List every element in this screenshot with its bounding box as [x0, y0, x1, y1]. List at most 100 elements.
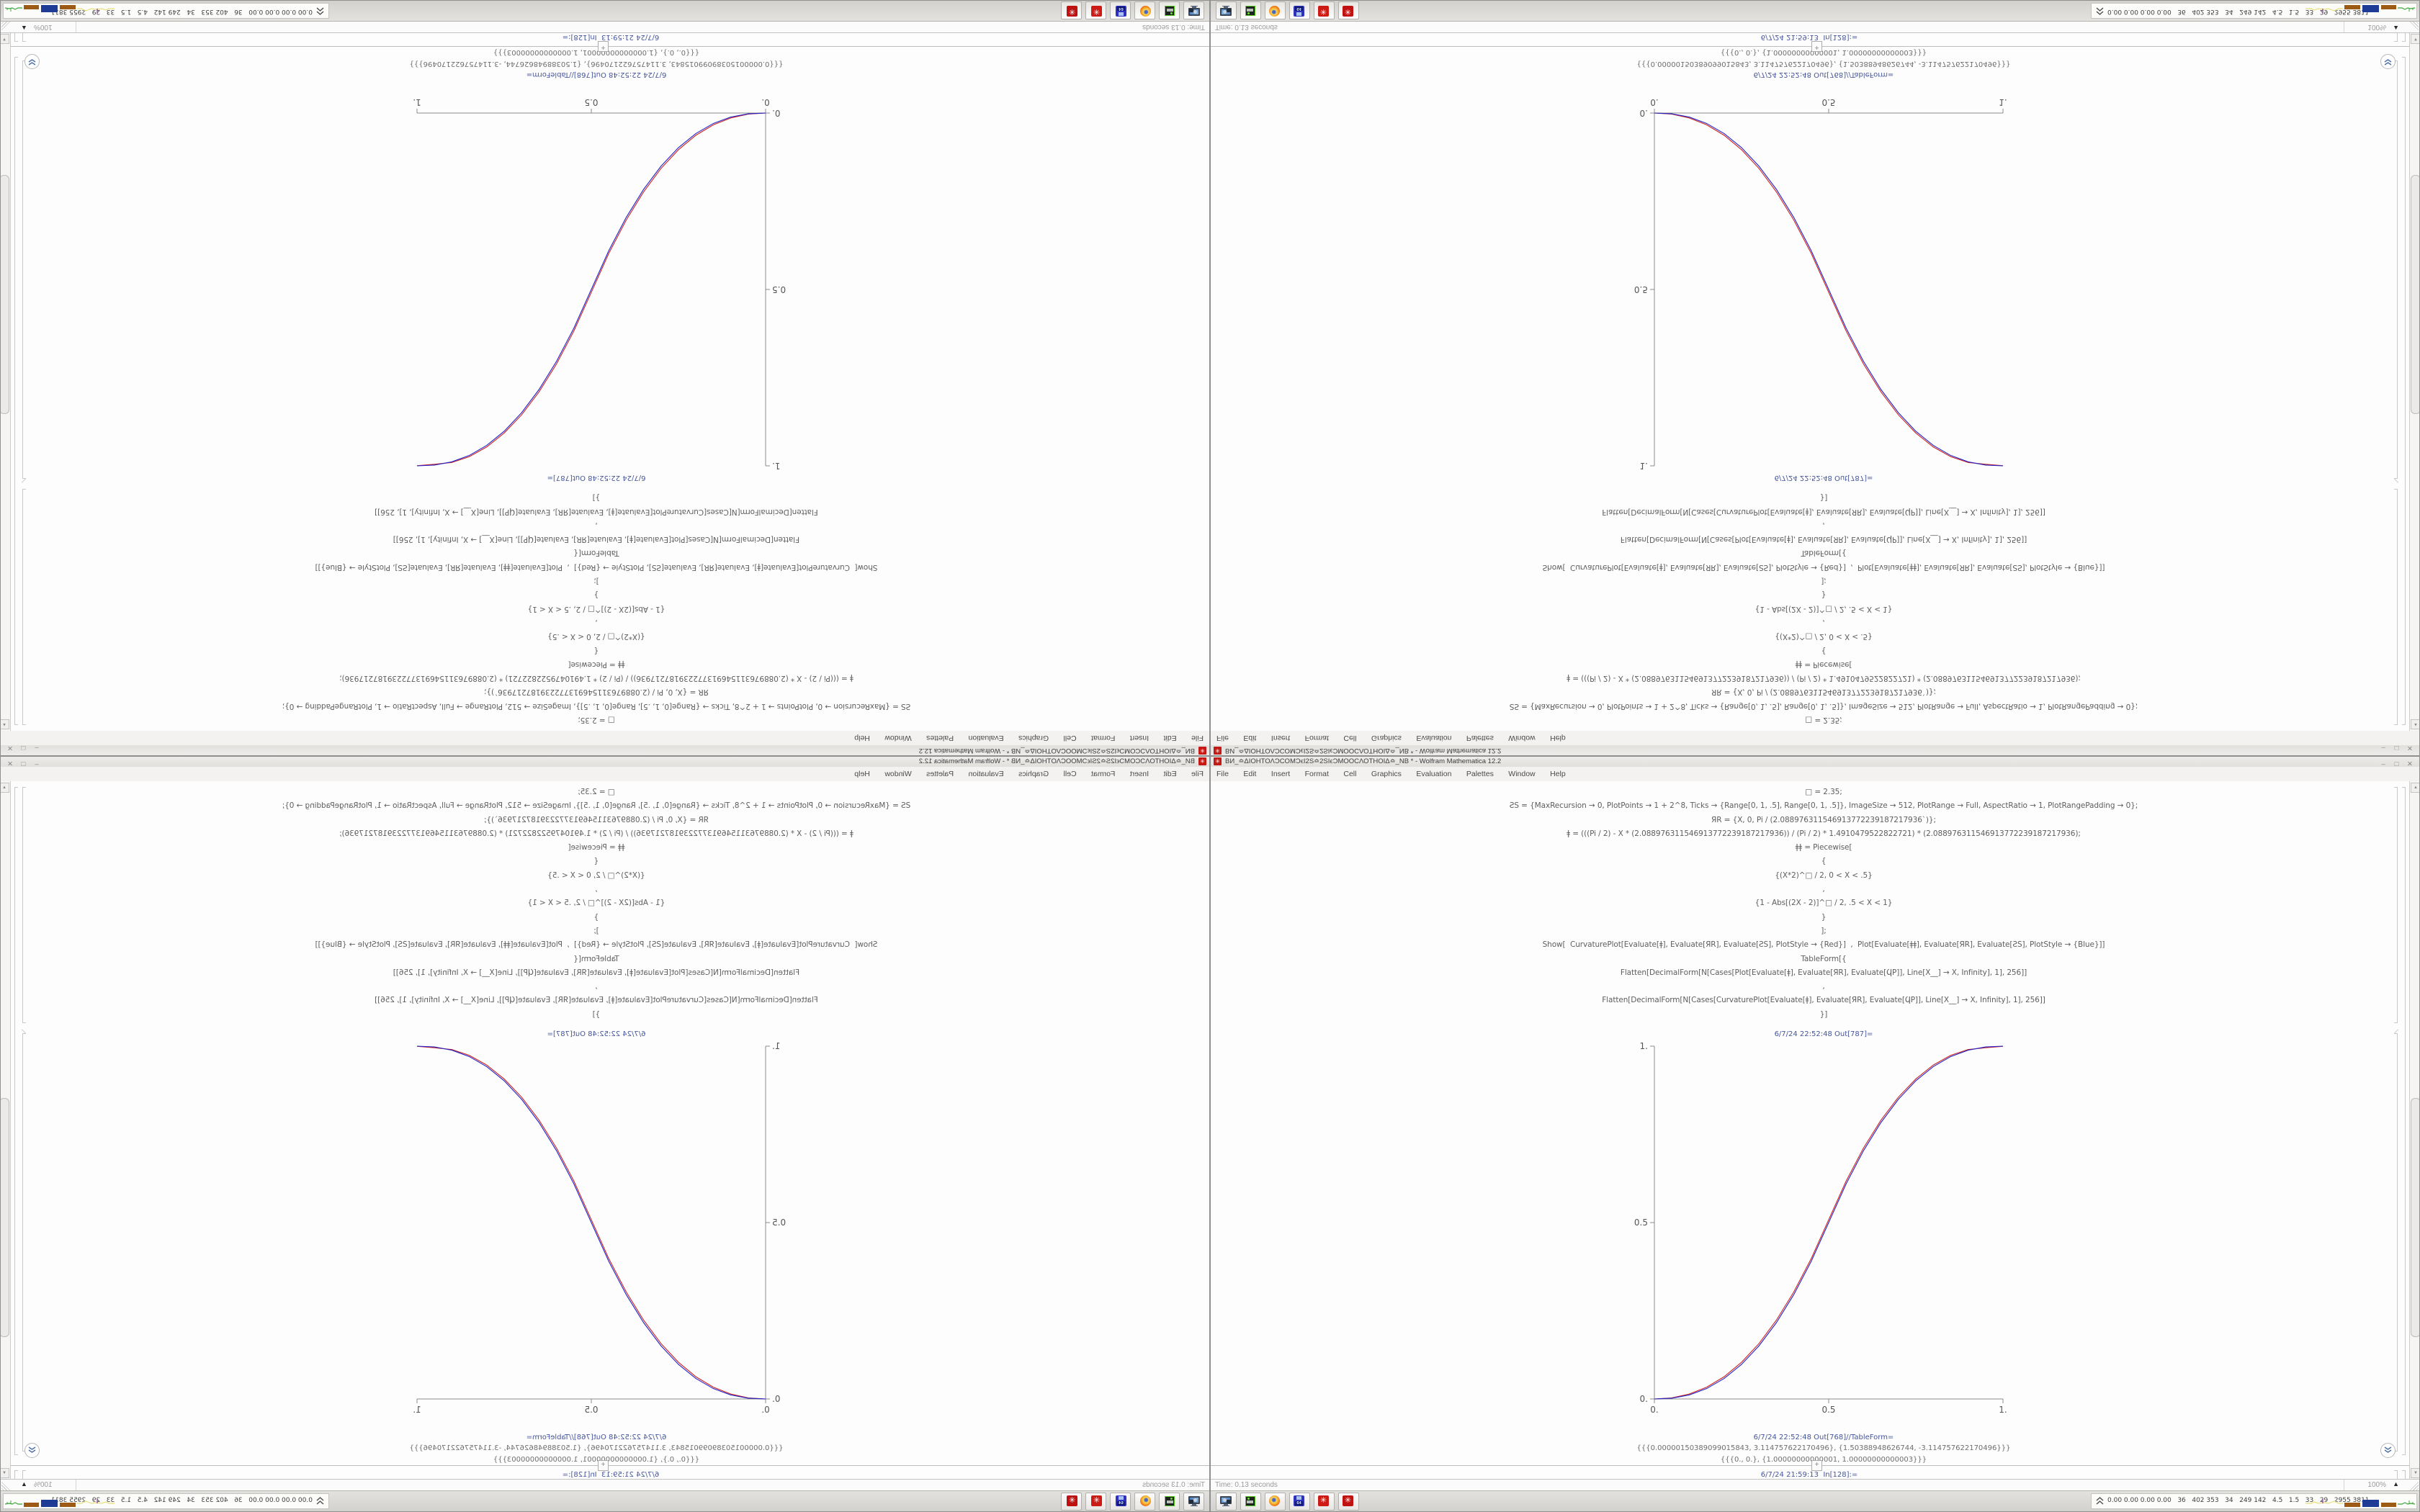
input-code-line[interactable]: , — [1822, 618, 1825, 627]
taskbar-mathematica-1[interactable]: ✳ — [1314, 1, 1335, 19]
scroll-down-arrow[interactable]: ▼ — [2411, 1468, 2419, 1478]
cell-bracket-output[interactable] — [22, 60, 23, 479]
magnifier-icon[interactable]: ▲ — [2393, 24, 2399, 32]
magnifier-icon[interactable]: ▲ — [21, 1480, 27, 1488]
scroll-up-arrow[interactable]: ▲ — [2411, 719, 2419, 729]
scroll-up-arrow[interactable]: ▲ — [2411, 783, 2419, 793]
scrollbar-thumb[interactable] — [1, 1098, 9, 1337]
input-code-line[interactable]: Show[ CurvaturePlot[Evaluate[ǂ], Evaluat… — [1542, 562, 2105, 572]
input-code-line[interactable]: □ = 2.35; — [578, 716, 615, 724]
input-code-line[interactable]: ǂǂ = Piecewise[ — [1795, 843, 1852, 852]
insert-cell-plus-button[interactable]: + — [1811, 1460, 1822, 1471]
input-code-line[interactable]: ]; — [593, 577, 599, 586]
cell-bracket-group[interactable] — [2405, 57, 2406, 725]
notebook-area[interactable]: □ = 2.35; ƧS = {MaxRecursion → 0, PlotPo… — [1, 781, 1209, 1480]
cell-bracket-in128[interactable] — [22, 32, 23, 42]
cell-insertion-line[interactable] — [1211, 46, 2409, 47]
menu-cell[interactable]: Cell — [1343, 734, 1357, 742]
input-code-line[interactable]: □ = 2.35; — [1805, 788, 1842, 796]
input-code-line[interactable]: Flatten[DecimalForm[N[Cases[Plot[Evaluat… — [393, 535, 800, 544]
notebook-area[interactable]: □ = 2.35; ƧS = {MaxRecursion → 0, PlotPo… — [1, 32, 1209, 731]
cell-bracket-output[interactable] — [22, 1033, 23, 1452]
vertical-scrollbar[interactable]: ▲ ▼ — [1, 781, 11, 1480]
menu-palettes[interactable]: Palettes — [1466, 734, 1494, 742]
menu-file[interactable]: File — [1191, 770, 1204, 778]
cell-bracket-in128[interactable] — [2394, 1470, 2398, 1480]
input-code-line[interactable]: {1 - Abs[(2X - 2)]^□ / 2, .5 < X < 1} — [527, 604, 666, 613]
taskbar-disk-monitor[interactable] — [1240, 1, 1261, 19]
cell-bracket-in128-outer[interactable] — [2402, 1470, 2406, 1480]
input-code-line[interactable]: { — [1821, 646, 1827, 655]
scrollbar-thumb[interactable] — [2411, 175, 2419, 414]
input-code-line[interactable]: ǂǂ = Piecewise[ — [568, 660, 625, 669]
taskbar-screen-capture[interactable] — [1216, 1, 1237, 19]
resize-grip[interactable] — [2408, 22, 2419, 32]
input-cell[interactable]: □ = 2.35; ƧS = {MaxRecursion → 0, PlotPo… — [1240, 786, 2408, 1022]
menu-edit[interactable]: Edit — [1243, 770, 1257, 778]
cell-bracket-output[interactable] — [2397, 60, 2398, 479]
input-code-line[interactable]: ǂ = (((Pi / 2) - X * (2.0889763115469137… — [1567, 829, 2081, 838]
scroll-down-arrow[interactable]: ▼ — [1, 1468, 9, 1478]
menu-format[interactable]: Format — [1304, 734, 1329, 742]
zoom-level[interactable]: 100% — [2367, 23, 2386, 31]
taskbar-disk-monitor[interactable] — [1159, 1, 1180, 19]
input-code-line[interactable]: , — [595, 885, 598, 894]
input-code-line[interactable]: TableForm[{ — [1801, 954, 1847, 963]
menu-cell[interactable]: Cell — [1063, 734, 1077, 742]
menu-graphics[interactable]: Graphics — [1018, 770, 1049, 778]
input-code-line[interactable]: ]; — [593, 926, 599, 935]
zoom-level[interactable]: 100% — [34, 23, 53, 31]
menu-insert[interactable]: Insert — [1270, 770, 1291, 778]
scrollbar-thumb[interactable] — [2411, 1098, 2419, 1337]
menu-edit[interactable]: Edit — [1163, 734, 1177, 742]
input-code-line[interactable]: } — [1821, 912, 1827, 922]
system-monitor-tray[interactable]: 0.00 0.00 0.00 0.00 36 402 353 34 249 14… — [3, 1493, 329, 1509]
input-code-line[interactable]: } — [593, 912, 599, 922]
input-code-line[interactable]: Show[ CurvaturePlot[Evaluate[ǂ], Evaluat… — [315, 562, 878, 572]
scroll-down-arrow[interactable]: ▼ — [1, 34, 9, 44]
taskbar-mathematica-1[interactable]: ✳ — [1314, 1493, 1335, 1511]
vertical-scrollbar[interactable]: ▲ ▼ — [2409, 32, 2419, 731]
taskbar-floppy64[interactable]: 64 — [1110, 1, 1131, 19]
menu-palettes[interactable]: Palettes — [1466, 770, 1494, 778]
input-code-line[interactable]: }] — [592, 1009, 601, 1019]
input-code-line[interactable]: □ = 2.35; — [578, 788, 615, 796]
taskbar-screen-capture[interactable] — [1216, 1493, 1237, 1511]
input-code-line[interactable]: Flatten[DecimalForm[N[Cases[Plot[Evaluat… — [1620, 535, 2027, 544]
input-code-line[interactable]: ǂ = (((Pi / 2) - X * (2.0889763115469137… — [339, 674, 853, 683]
menu-palettes[interactable]: Palettes — [926, 734, 954, 742]
cell-bracket-in128-outer[interactable] — [14, 32, 15, 42]
input-code-line[interactable]: ЯR = {X, 0, Pi / (2.08897631154691377223… — [1711, 815, 1936, 824]
input-cell[interactable]: □ = 2.35; ƧS = {MaxRecursion → 0, PlotPo… — [12, 490, 1180, 726]
title-bar[interactable]: ✳ ВИ_≏ΔΙΟΗΤΟΛƆCΟΜƆϵΙ2S≏2SΙϵƆΜΟΟCΛΟΤΗΟΙΔ≏… — [1, 744, 1209, 755]
vertical-scrollbar[interactable]: ▲ ▼ — [2409, 781, 2419, 1480]
taskbar-firefox[interactable] — [1134, 1493, 1155, 1511]
scroll-to-end-button[interactable] — [2380, 1443, 2396, 1458]
input-code-line[interactable]: Flatten[DecimalForm[N[Cases[CurvaturePlo… — [375, 996, 818, 1005]
input-code-line[interactable]: □ = 2.35; — [1805, 716, 1842, 724]
input-code-line[interactable]: } — [593, 590, 599, 600]
input-code-line[interactable]: {1 - Abs[(2X - 2)]^□ / 2, .5 < X < 1} — [527, 899, 666, 908]
vertical-scrollbar[interactable]: ▲ ▼ — [1, 32, 11, 731]
scroll-down-arrow[interactable]: ▼ — [2411, 34, 2419, 44]
resize-grip[interactable] — [1, 22, 12, 32]
taskbar-floppy64[interactable]: 64 — [1289, 1, 1310, 19]
menu-help[interactable]: Help — [854, 770, 870, 778]
menu-evaluation[interactable]: Evaluation — [1416, 734, 1452, 742]
menu-window[interactable]: Window — [884, 770, 912, 778]
resize-grip[interactable] — [2408, 1480, 2419, 1490]
menu-insert[interactable]: Insert — [1129, 734, 1150, 742]
taskbar-mathematica-2[interactable]: ✳ — [1338, 1, 1359, 19]
input-code-line[interactable]: Flatten[DecimalForm[N[Cases[Plot[Evaluat… — [393, 968, 800, 977]
menu-file[interactable]: File — [1191, 734, 1204, 742]
taskbar-mathematica-2[interactable]: ✳ — [1061, 1, 1082, 19]
cell-bracket-input[interactable] — [22, 787, 23, 1023]
taskbar-screen-capture[interactable] — [1183, 1, 1204, 19]
input-code-line[interactable]: ]; — [1821, 926, 1827, 935]
menu-format[interactable]: Format — [1091, 770, 1116, 778]
menu-file[interactable]: File — [1216, 770, 1229, 778]
input-code-line[interactable]: ]; — [1821, 577, 1827, 586]
insert-cell-plus-button[interactable]: + — [598, 41, 609, 52]
menu-graphics[interactable]: Graphics — [1371, 770, 1402, 778]
cell-bracket-input[interactable] — [2397, 489, 2398, 725]
